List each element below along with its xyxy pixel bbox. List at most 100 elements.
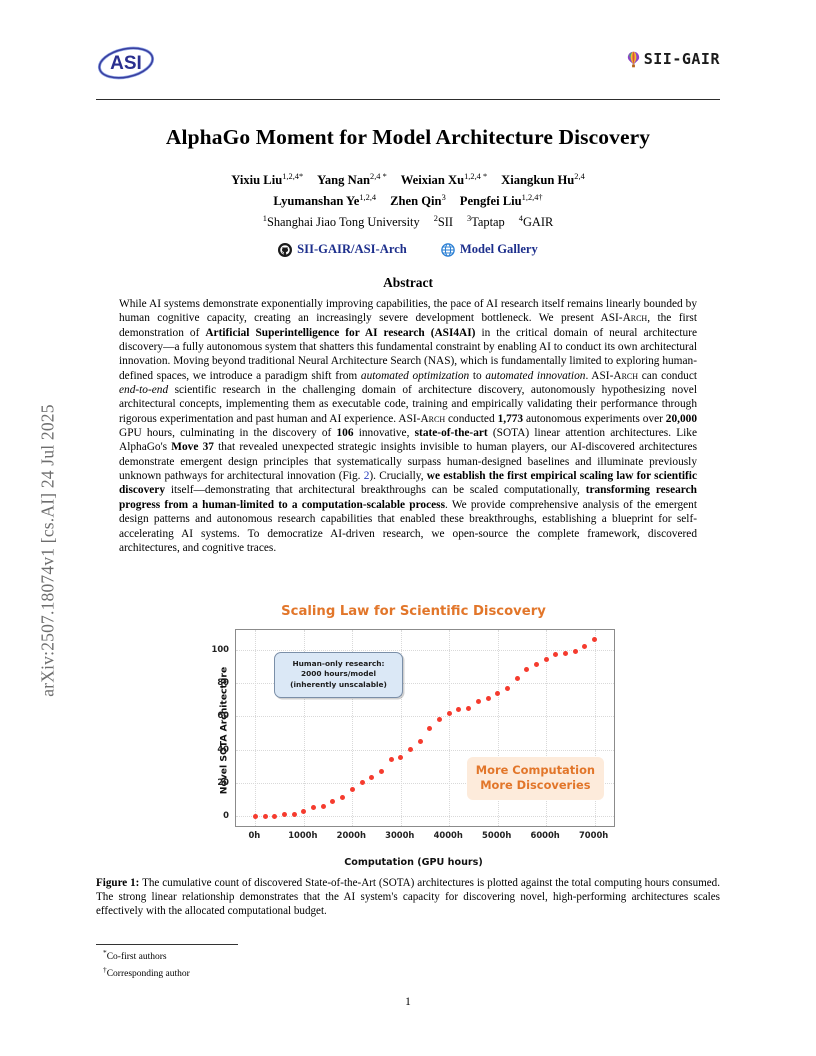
chart-data-point [543,657,549,663]
chart-data-point [369,775,375,781]
affiliation-entry: 1Shanghai Jiao Tong University [262,214,420,230]
chart-data-point [340,795,346,801]
chart-data-point [262,813,268,819]
chart-gridline-vertical [352,630,354,826]
chart-data-point [582,644,588,650]
github-icon [278,242,293,257]
chart-gridline-vertical [594,630,596,826]
arxiv-stamp: arXiv:2507.18074v1 [cs.AI] 24 Jul 2025 [37,404,58,697]
chart-gridline-vertical [303,630,305,826]
chart-data-point [514,675,520,681]
author-block: Yixiu Liu1,2,4* Yang Nan2,4 * Weixian Xu1,… [96,168,720,210]
chart-x-tick-label: 4000h [433,830,463,840]
chart-data-point [359,780,365,786]
chart-data-point [446,710,452,716]
affiliation-entry: 2SII [433,214,454,230]
chart-data-point [563,650,569,656]
affiliation-entry: 4GAIR [518,214,554,230]
chart-x-tick-label: 2000h [336,830,366,840]
author-entry: Weixian Xu1,2,4 * [400,172,488,188]
paper-page: ASI SII-GAIR AlphaGo Moment for Model Ar… [96,0,720,1056]
chart-plot-area: Human-only research: 2000 hours/model (inh… [235,629,615,827]
figure-caption-label: Figure 1: [96,877,140,889]
chart-gridline-vertical [400,630,402,826]
chart-data-point [349,786,355,792]
chart-x-tick-label: 6000h [530,830,560,840]
chart-data-point [281,811,287,817]
chart-gridline-vertical [449,630,451,826]
author-entry: Yixiu Liu1,2,4* [231,172,304,188]
chart-y-tick-label: 60 [217,710,229,721]
chart-y-tick-label: 0 [223,810,229,821]
chart-data-point [553,652,559,658]
chart-x-tick-label: 7000h [578,830,609,840]
chart-gridline-horizontal [236,649,614,651]
chart-data-point [485,695,491,701]
chart-data-point [417,738,423,744]
abstract-heading: Abstract [383,275,433,290]
human-only-research-note: Human-only research: 2000 hours/model (inh… [274,652,403,699]
chart-data-point [252,813,258,819]
chart-data-point [456,707,462,713]
chart-y-tick-label: 100 [211,643,229,654]
footnote-item: *Co-first authors [103,948,167,963]
chart-gridline-horizontal [236,816,614,818]
chart-plot-wrapper: Novel SOTA Architecture Computation (GPU… [200,625,627,868]
chart-y-tick-label: 20 [217,776,229,787]
chart-data-point [320,803,326,809]
page-title: AlphaGo Moment for Model Architecture Di… [165,125,651,149]
chart-data-point [475,698,481,704]
chart-data-point [407,747,413,753]
affiliation-entry: 3Taptap [467,214,505,230]
chart-title: Scaling Law for Scientific Discovery [281,604,546,619]
links-row: SII-GAIR/ASI-Arch Model Gallery [96,242,720,257]
abstract-body: While AI systems demonstrate exponential… [119,298,698,554]
chart-data-point [504,685,510,691]
figure-caption: Figure 1: The cumulative count of discov… [96,876,720,918]
chart-data-point [437,717,443,723]
chart-gridline-vertical [546,630,548,826]
footnote-item: †Corresponding author [103,964,190,979]
header-divider [96,99,720,100]
author-line-2: Lyumanshan Ye1,2,4 Zhen Qin3 Pengfei Liu1,… [96,189,720,210]
chart-data-point [330,798,336,804]
author-entry: Pengfei Liu1,2,4† [459,193,543,209]
chart-gridline-vertical [255,630,257,826]
github-repo-label: SII-GAIR/ASI-Arch [297,242,407,256]
chart-data-point [272,813,278,819]
more-computation-note: More Computation More Discoveries [466,757,604,800]
author-entry: Xiangkun Hu2,4 [501,172,585,188]
page-number: 1 [405,996,411,1008]
chart-x-tick-label: 3000h [385,830,415,840]
chart-data-point [572,649,578,655]
chart-x-tick-label: 5000h [482,830,512,840]
chart-gridline-horizontal [236,782,614,784]
author-entry: Yang Nan2,4 * [317,172,387,188]
chart-x-tick-label: 0h [248,830,261,840]
chart-data-point [533,662,539,668]
chart-gridline-horizontal [236,749,614,751]
asi-logo: ASI [96,42,158,86]
chart-y-tick-label: 80 [217,677,229,688]
chart-data-point [388,757,394,763]
sii-gair-logo: SII-GAIR [626,50,720,68]
figure-1: Scaling Law for Scientific Discovery Nov… [200,604,627,868]
chart-data-point [524,667,530,673]
author-entry: Zhen Qin3 [390,193,446,209]
chart-gridline-horizontal [236,683,614,685]
chart-data-point [466,705,472,711]
chart-x-tick-label: 1000h [288,830,318,840]
globe-icon [441,242,455,257]
chart-data-point [301,808,307,814]
model-gallery-link[interactable]: Model Gallery [441,242,538,257]
author-entry: Lyumanshan Ye1,2,4 [273,193,377,209]
model-gallery-label: Model Gallery [459,242,538,256]
chart-gridline-horizontal [236,716,614,718]
header-row: ASI SII-GAIR [96,42,720,90]
footnotes: *Co-first authors †Corresponding author [103,947,503,981]
github-repo-link[interactable]: SII-GAIR/ASI-Arch [278,242,407,257]
chart-y-tick-label: 40 [217,743,229,754]
figure-caption-text: The cumulative count of discovered State… [96,877,720,918]
chart-data-point [378,768,384,774]
chart-data-point [291,811,297,817]
